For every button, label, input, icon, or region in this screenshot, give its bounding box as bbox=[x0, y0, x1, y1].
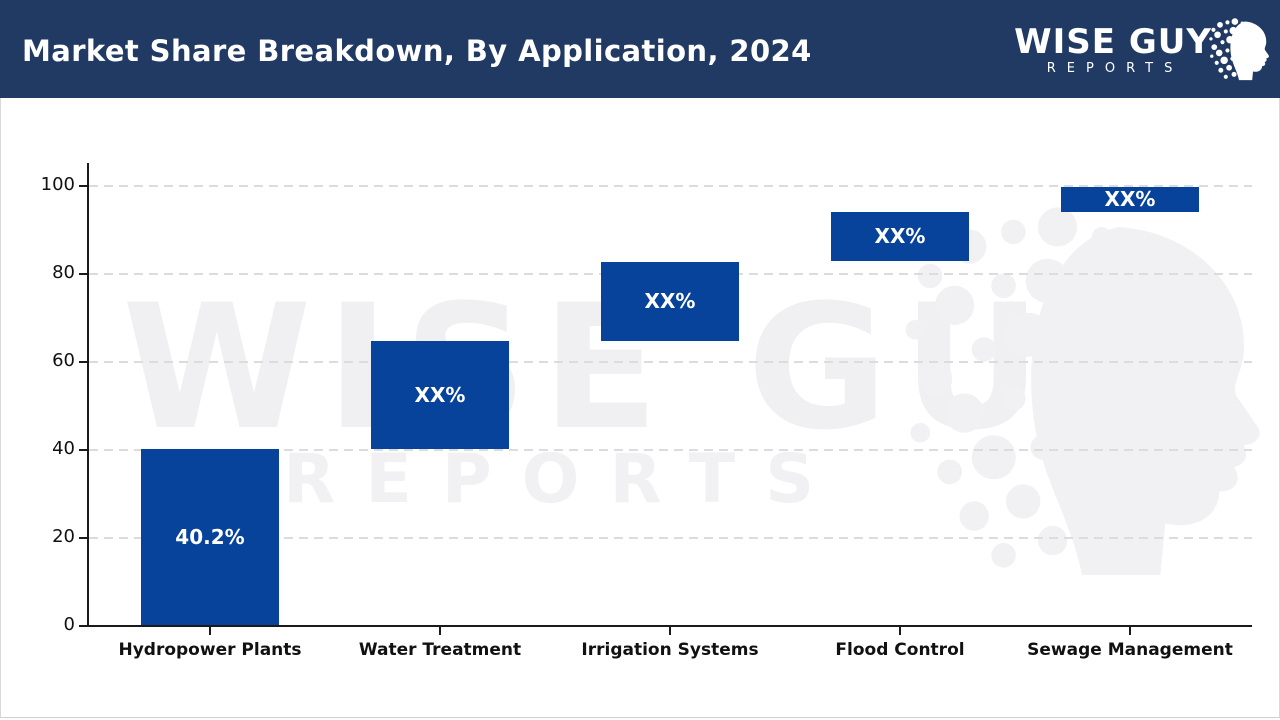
y-tick-label: 40 bbox=[52, 437, 75, 459]
y-tick-label: 60 bbox=[52, 349, 75, 371]
bar-label: XX% bbox=[414, 382, 466, 407]
x-tick-label: Flood Control bbox=[835, 639, 965, 660]
page-title: Market Share Breakdown, By Application, … bbox=[22, 34, 812, 68]
x-tick-label: Irrigation Systems bbox=[581, 639, 759, 660]
y-axis-tick bbox=[79, 272, 87, 275]
x-tick-label: Sewage Management bbox=[1027, 639, 1233, 660]
grid-line bbox=[89, 360, 1252, 363]
bar-label: XX% bbox=[874, 224, 926, 249]
bar bbox=[831, 211, 969, 261]
brand-name: WISE GUY bbox=[1014, 22, 1212, 62]
y-axis-tick bbox=[79, 536, 87, 539]
header-bar: Market Share Breakdown, By Application, … bbox=[0, 0, 1280, 98]
y-axis-line bbox=[87, 163, 89, 627]
bar-label: XX% bbox=[1104, 187, 1156, 212]
bar bbox=[371, 340, 509, 449]
x-axis-tick bbox=[899, 627, 901, 635]
x-axis-line bbox=[87, 624, 1252, 627]
grid-line bbox=[89, 536, 1252, 539]
grid-line bbox=[89, 448, 1252, 451]
y-axis-tick bbox=[79, 624, 87, 627]
bar-label: 40.2% bbox=[175, 525, 245, 550]
bar bbox=[141, 448, 279, 626]
grid-line bbox=[89, 185, 1252, 187]
y-tick-label: 20 bbox=[52, 525, 75, 547]
x-tick-label: Water Treatment bbox=[358, 639, 522, 660]
y-axis-tick bbox=[79, 185, 87, 187]
x-axis-tick bbox=[209, 627, 211, 635]
bar bbox=[1061, 186, 1199, 212]
watermark-subtext: REPORTS bbox=[283, 440, 845, 519]
bar-label: XX% bbox=[644, 289, 696, 314]
y-tick-label: 0 bbox=[63, 613, 75, 635]
brand-logo: WISE GUY REPORTS bbox=[1014, 8, 1272, 92]
x-axis-tick bbox=[669, 627, 671, 635]
y-tick-label: 100 bbox=[40, 174, 75, 195]
brand-head-icon bbox=[1209, 18, 1269, 81]
brand-logo-text: WISE GUY REPORTS bbox=[1014, 25, 1212, 75]
x-tick-label: Hydropower Plants bbox=[118, 639, 302, 660]
x-axis-tick bbox=[439, 627, 441, 635]
bar bbox=[601, 262, 739, 341]
y-axis-tick bbox=[79, 360, 87, 363]
brand-subname: REPORTS bbox=[1046, 61, 1184, 76]
y-tick-label: 80 bbox=[52, 261, 75, 283]
y-axis-tick bbox=[79, 448, 87, 451]
x-axis-tick bbox=[1129, 627, 1131, 635]
